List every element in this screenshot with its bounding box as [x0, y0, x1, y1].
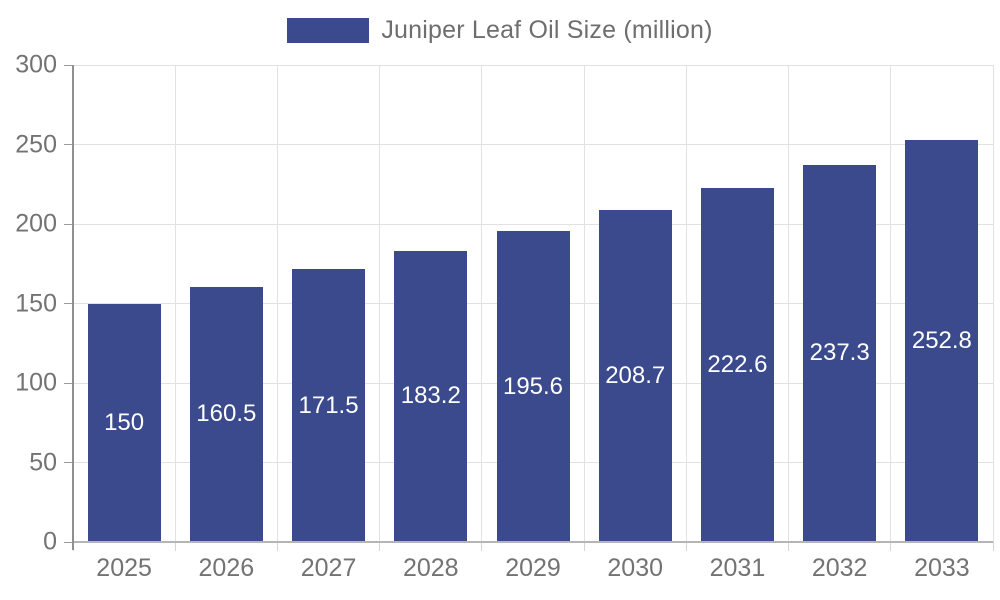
bar-value-label-2029: 195.6: [502, 372, 564, 400]
x-tick-2: [276, 542, 278, 551]
v-gridline-right: [992, 65, 994, 542]
x-axis-label-2031: 2031: [709, 554, 766, 582]
x-axis-label-2030: 2030: [607, 554, 664, 582]
x-tick-1: [174, 542, 176, 551]
y-axis-label-150: 150: [15, 289, 57, 317]
bar-value-label-2032: 237.3: [809, 339, 870, 367]
legend-label: Juniper Leaf Oil Size (million): [381, 16, 713, 44]
bar-2026[interactable]: 160.5: [189, 286, 263, 542]
v-gridline-5: [583, 65, 585, 542]
v-gridline-7: [788, 65, 790, 542]
x-axis-label-2032: 2032: [811, 554, 868, 582]
bar-value-label-2033: 252.8: [911, 327, 972, 355]
x-tick-right: [992, 542, 994, 551]
y-axis-line: [72, 65, 74, 550]
y-tick-150: [64, 303, 73, 304]
x-tick-7: [788, 542, 790, 551]
bar-value-label-2028: 183.2: [400, 382, 461, 410]
bar-2028[interactable]: 183.2: [394, 250, 468, 542]
h-gridline-200: [73, 223, 993, 225]
y-tick-0: [64, 541, 73, 543]
bar-value-label-2031: 222.6: [707, 351, 768, 379]
bar-2025[interactable]: 150: [87, 303, 161, 542]
legend-swatch: [287, 18, 370, 43]
y-tick-300: [64, 64, 73, 66]
x-axis-label-2027: 2027: [300, 554, 357, 582]
bar-2027[interactable]: 171.5: [292, 269, 366, 542]
v-gridline-4: [481, 65, 483, 542]
y-axis-label-100: 100: [15, 368, 57, 397]
y-axis-label-300: 300: [15, 50, 57, 79]
y-tick-200: [64, 223, 73, 225]
x-tick-3: [379, 542, 381, 551]
v-gridline-6: [685, 65, 687, 542]
x-tick-5: [583, 542, 585, 551]
y-tick-50: [64, 462, 73, 463]
x-axis-line: [73, 541, 993, 543]
x-axis-label-2029: 2029: [505, 554, 561, 582]
x-axis-label-2026: 2026: [198, 554, 255, 582]
v-gridline-8: [890, 65, 892, 542]
v-gridline-2: [276, 65, 278, 542]
y-axis-label-50: 50: [29, 448, 57, 476]
y-tick-100: [64, 382, 73, 384]
y-axis-label-200: 200: [15, 209, 57, 238]
y-axis-label-0: 0: [43, 527, 57, 556]
bar-2032[interactable]: 237.3: [803, 164, 877, 542]
x-tick-8: [890, 542, 892, 551]
y-tick-250: [64, 144, 73, 145]
h-gridline-250: [73, 144, 993, 145]
bar-2030[interactable]: 208.7: [598, 210, 672, 542]
bar-value-label-2025: 150: [104, 408, 145, 436]
v-gridline-3: [379, 65, 381, 542]
plot-area: 150 160.5 171.5 183.2 195.6 208.7 222.6 237.3 25…: [64, 64, 994, 551]
bar-value-label-2026: 160.5: [196, 400, 257, 428]
legend[interactable]: Juniper Leaf Oil Size (million): [0, 16, 1000, 45]
bar-value-label-2030: 208.7: [605, 362, 666, 390]
y-axis-label-250: 250: [15, 130, 57, 158]
bar-value-label-2027: 171.5: [298, 391, 359, 419]
x-axis-label-2025: 2025: [96, 554, 152, 582]
x-axis-label-2033: 2033: [914, 554, 970, 582]
h-gridline-300: [73, 64, 993, 66]
bar-2033[interactable]: 252.8: [905, 140, 979, 542]
bar-2031[interactable]: 222.6: [700, 188, 774, 542]
v-gridline-1: [174, 65, 176, 542]
x-tick-6: [685, 542, 687, 551]
x-tick-4: [481, 542, 483, 551]
x-axis-label-2028: 2028: [402, 554, 459, 582]
bar-2029[interactable]: 195.6: [496, 231, 570, 542]
